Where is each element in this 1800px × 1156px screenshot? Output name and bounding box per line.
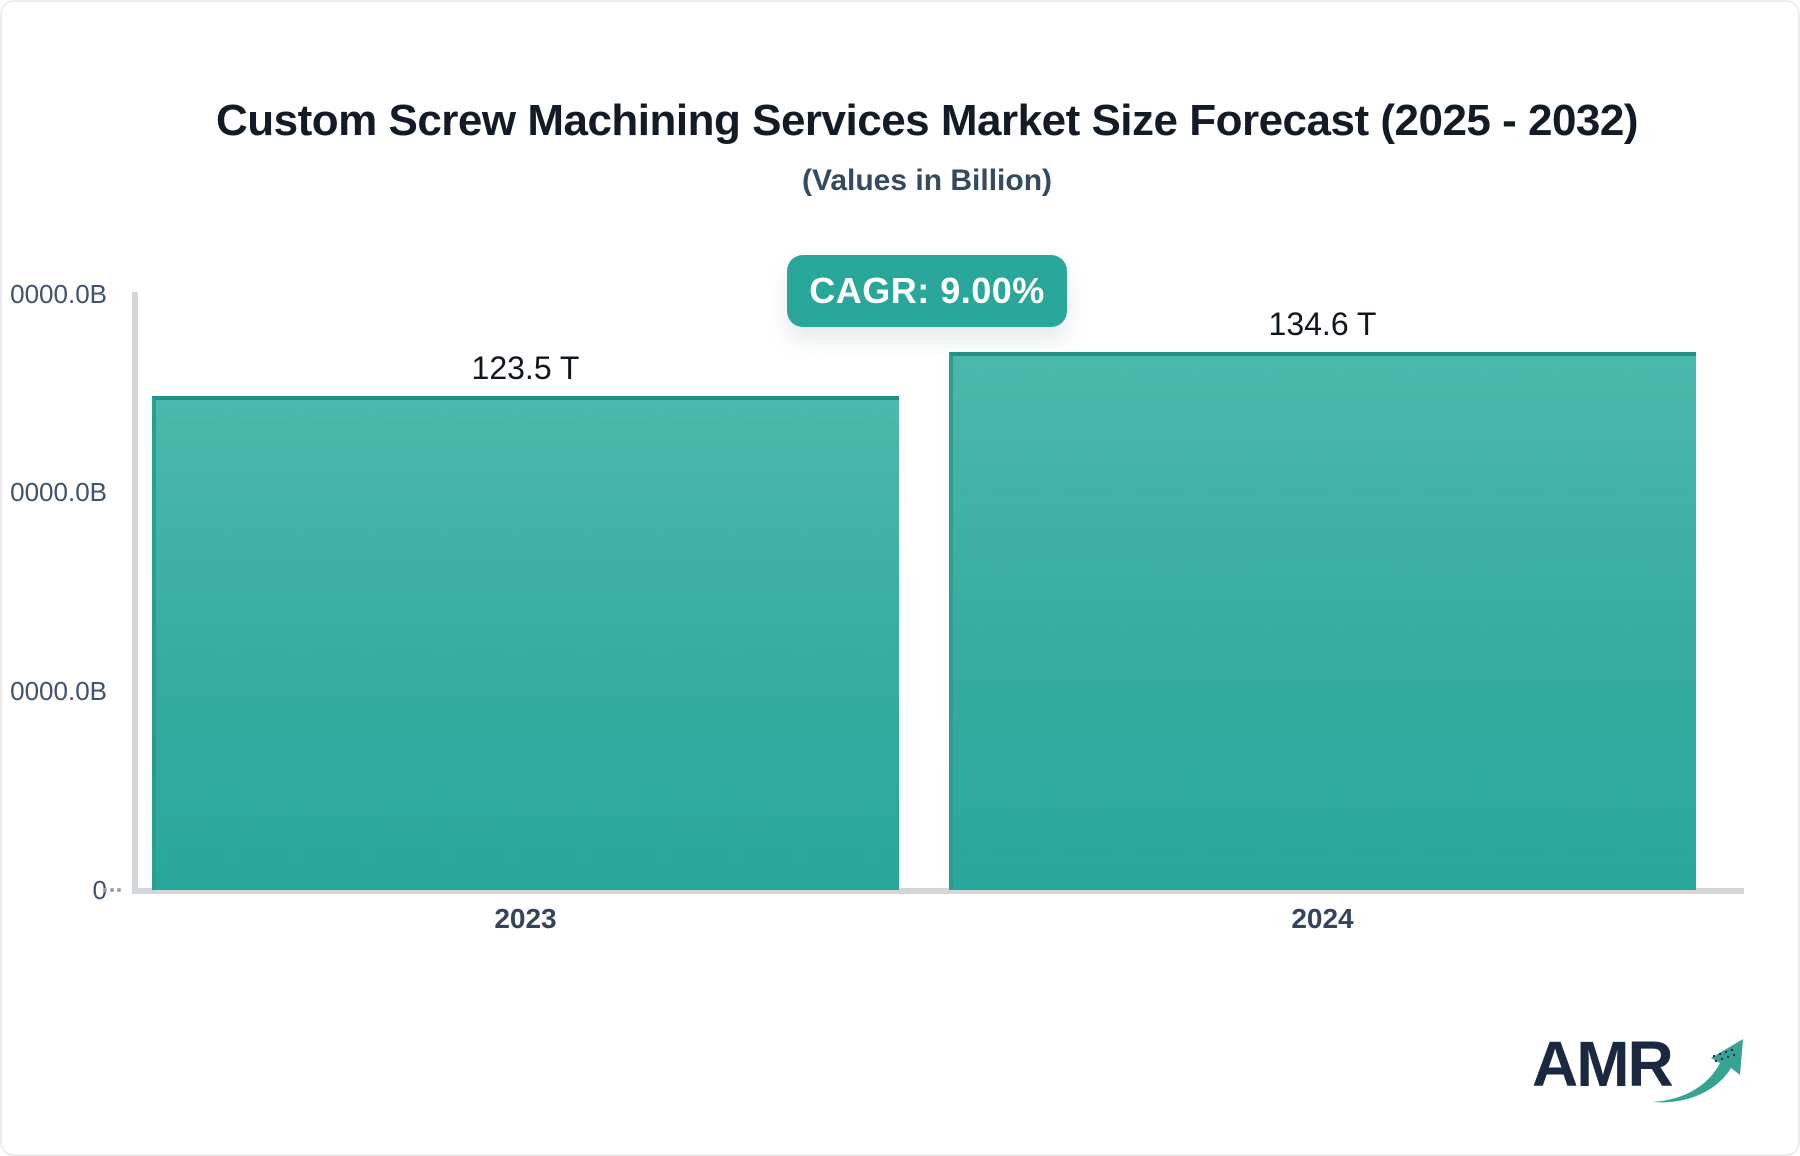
cagr-badge-label: CAGR: 9.00% (809, 270, 1045, 311)
cagr-badge: CAGR: 9.00% (787, 255, 1067, 327)
y-axis-tick-label: 0000.0B (10, 676, 107, 707)
y-axis-tick-label: 0000.0B (10, 278, 107, 309)
brand-logo-text: AMR (1532, 1028, 1674, 1100)
y-axis-tick-label: 0 (92, 875, 107, 905)
chart-subtitle: (Values in Billion) (801, 164, 1053, 197)
x-axis-tick-label: 2024 (1291, 903, 1354, 934)
y-axis-line (132, 292, 138, 892)
y-axis-zero-tick (103, 888, 121, 892)
x-axis-tick-label: 2023 (494, 903, 557, 934)
growth-arrow-icon (1652, 1039, 1743, 1103)
bar-texture (953, 356, 1696, 890)
bar-2023 (152, 396, 899, 890)
brand-logo: AMR (1532, 1028, 1743, 1122)
bar-texture (156, 400, 899, 890)
bar-value-label: 123.5 T (471, 350, 580, 386)
y-axis-tick-label: 0000.0B (10, 477, 107, 508)
bar-value-label: 134.6 T (1268, 306, 1377, 342)
bar-2024 (949, 352, 1696, 890)
chart-title: Custom Screw Machining Services Market S… (215, 96, 1639, 145)
x-axis-line (132, 888, 1744, 894)
